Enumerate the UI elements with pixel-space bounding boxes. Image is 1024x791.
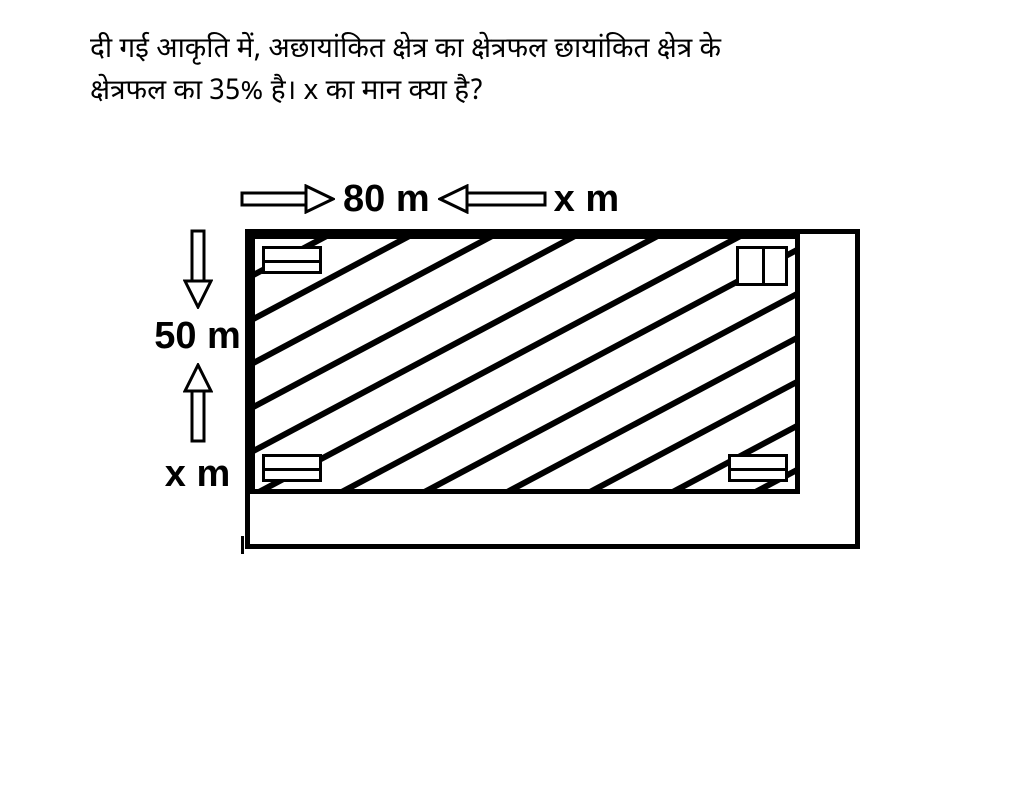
question-text: दी गई आकृति में, अछायांकित क्षेत्र का क्… xyxy=(90,30,934,114)
arrow-right-icon xyxy=(240,184,335,214)
outer-rectangle xyxy=(245,229,860,549)
question-line2: क्षेत्रफल का 35% है। x का मान क्या है? xyxy=(90,75,484,111)
tick-mark xyxy=(241,536,244,554)
top-labels: 80 m x m xyxy=(240,174,860,224)
question-line1: दी गई आकृति में, अछायांकित क्षेत्र का क्… xyxy=(90,33,721,69)
inner-shaded-rectangle xyxy=(250,234,800,494)
x-label-top: x m xyxy=(554,178,619,221)
corner-mark-tr xyxy=(736,246,788,286)
left-labels: 50 m x m xyxy=(160,229,235,569)
figure xyxy=(245,229,860,549)
arrow-up-icon xyxy=(183,363,213,443)
x-label-left: x m xyxy=(165,453,230,496)
corner-mark-br xyxy=(728,454,788,482)
height-label: 50 m xyxy=(154,317,241,355)
arrow-left-icon xyxy=(438,184,548,214)
corner-mark-bl xyxy=(262,454,322,482)
corner-mark-tl xyxy=(262,246,322,274)
diagram: 80 m x m 50 m x m xyxy=(160,174,860,594)
arrow-down-icon xyxy=(183,229,213,309)
width-label: 80 m xyxy=(343,178,430,221)
